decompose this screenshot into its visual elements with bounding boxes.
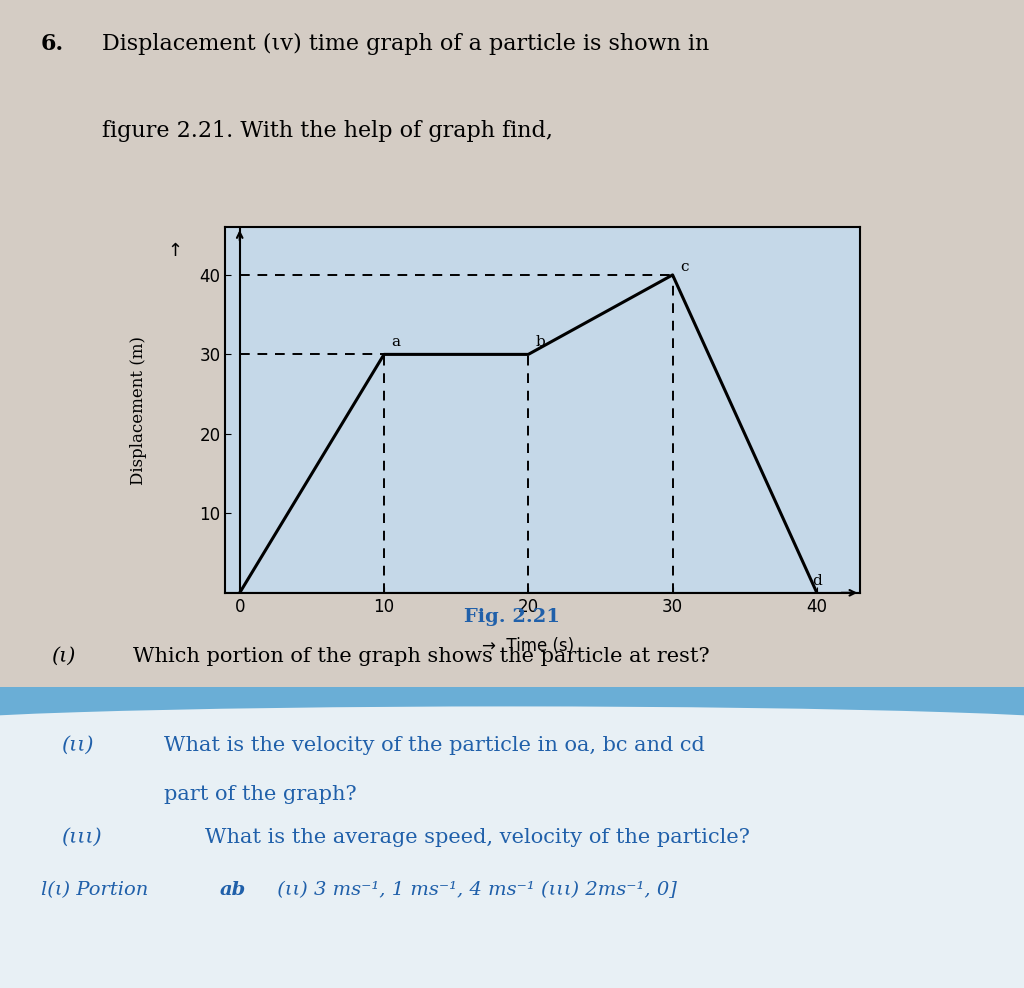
Text: Displacement (ιv) time graph of a particle is shown in: Displacement (ιv) time graph of a partic… (102, 33, 710, 54)
Text: d: d (813, 574, 822, 588)
Text: (ιιι): (ιιι) (61, 828, 102, 847)
Text: figure 2.21. With the help of graph find,: figure 2.21. With the help of graph find… (102, 120, 553, 141)
Text: part of the graph?: part of the graph? (164, 785, 356, 804)
Text: ab: ab (220, 881, 247, 899)
Text: (ιι): (ιι) (61, 736, 94, 755)
Text: 6.: 6. (41, 33, 65, 54)
Text: What is the average speed, velocity of the particle?: What is the average speed, velocity of t… (205, 828, 750, 847)
Text: Which portion of the graph shows the particle at rest?: Which portion of the graph shows the par… (133, 647, 710, 666)
Text: b: b (536, 336, 545, 350)
Text: →  Time (s): → Time (s) (482, 636, 574, 654)
Text: a: a (391, 336, 400, 350)
Text: What is the velocity of the particle in oa, bc and cd: What is the velocity of the particle in … (164, 736, 705, 755)
Text: l(ι) Portion: l(ι) Portion (41, 881, 155, 899)
Text: c: c (680, 260, 688, 274)
Text: (ι): (ι) (51, 647, 76, 666)
Text: Fig. 2.21: Fig. 2.21 (464, 609, 560, 626)
Text: (ιι) 3 ms⁻¹, 1 ms⁻¹, 4 ms⁻¹ (ιιι) 2ms⁻¹, 0]: (ιι) 3 ms⁻¹, 1 ms⁻¹, 4 ms⁻¹ (ιιι) 2ms⁻¹,… (271, 881, 677, 899)
Text: ↑: ↑ (167, 242, 182, 260)
Text: Displacement (m): Displacement (m) (130, 336, 146, 484)
